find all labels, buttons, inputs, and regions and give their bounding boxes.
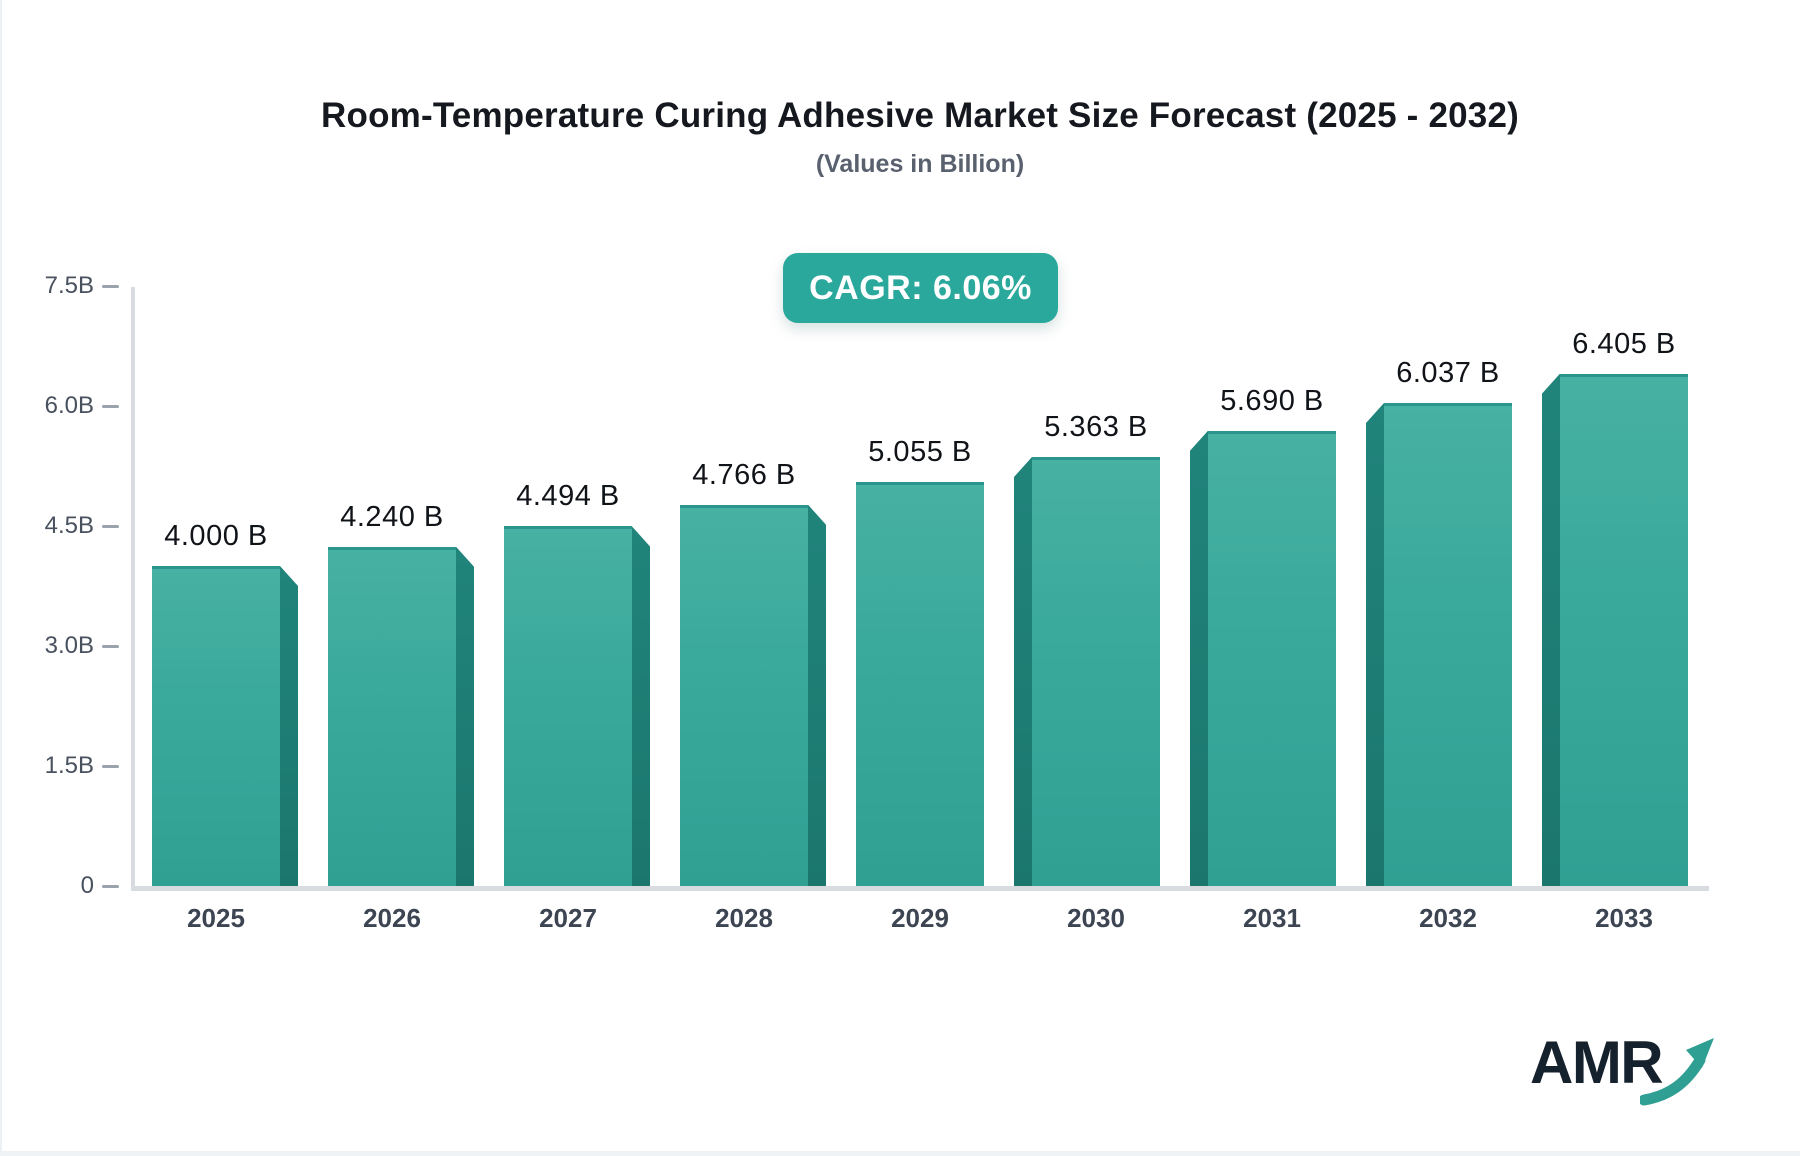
x-axis-label: 2030 bbox=[1067, 903, 1125, 933]
bar-value-label: 4.000 B bbox=[164, 520, 268, 552]
bar-side-2028 bbox=[808, 504, 826, 886]
x-axis-label: 2033 bbox=[1595, 903, 1653, 933]
y-tick-mark bbox=[102, 285, 119, 288]
bar-face-2028 bbox=[680, 504, 808, 886]
bar-face-2025 bbox=[152, 566, 280, 886]
bar-side-2027 bbox=[632, 526, 650, 886]
bar-side-2025 bbox=[280, 566, 298, 886]
x-axis-label: 2027 bbox=[539, 903, 597, 933]
y-tick-mark bbox=[102, 645, 119, 648]
bar-side-2032 bbox=[1366, 403, 1384, 886]
y-tick-label: 4.5B bbox=[44, 512, 94, 539]
x-axis-label: 2028 bbox=[715, 903, 773, 933]
bar-value-label: 5.690 B bbox=[1220, 384, 1324, 417]
cagr-badge: CAGR: 6.06% bbox=[783, 253, 1058, 323]
x-axis-line bbox=[131, 886, 1709, 891]
chart-title: Room-Temperature Curing Adhesive Market … bbox=[321, 96, 1519, 135]
bar-value-label: 6.037 B bbox=[1396, 357, 1500, 390]
x-axis-label: 2031 bbox=[1243, 903, 1301, 933]
amr-logo: AMR bbox=[1530, 1028, 1720, 1114]
bar-face-2031 bbox=[1208, 430, 1336, 886]
logo-text: AMR bbox=[1530, 1029, 1664, 1096]
y-axis-line bbox=[131, 287, 135, 888]
y-tick-mark bbox=[102, 885, 119, 888]
y-tick-mark bbox=[102, 525, 119, 528]
y-tick-label: 3.0B bbox=[44, 632, 94, 659]
y-tick-mark bbox=[102, 405, 119, 408]
x-axis-label: 2025 bbox=[187, 903, 245, 933]
chart-subtitle: (Values in Billion) bbox=[815, 150, 1025, 178]
bar-value-label: 6.405 B bbox=[1572, 327, 1676, 360]
y-tick-label: 1.5B bbox=[44, 752, 94, 779]
bar-value-label: 4.766 B bbox=[692, 458, 796, 491]
y-tick-label: 6.0B bbox=[44, 392, 94, 419]
y-tick-label: 7.5B bbox=[44, 272, 94, 299]
cagr-badge-label: CAGR: 6.06% bbox=[809, 268, 1032, 307]
bar-side-2033 bbox=[1542, 373, 1560, 886]
bar-side-2026 bbox=[456, 546, 474, 886]
bar-value-label: 4.240 B bbox=[340, 500, 444, 533]
bar-value-label: 5.363 B bbox=[1044, 410, 1148, 443]
bar-face-2032 bbox=[1384, 403, 1512, 886]
y-tick-mark bbox=[102, 765, 119, 768]
bar-face-2030 bbox=[1032, 456, 1160, 886]
bar-side-2030 bbox=[1014, 456, 1032, 886]
bar-face-2027 bbox=[504, 526, 632, 886]
bar-side-2031 bbox=[1190, 430, 1208, 886]
bar-face-2033 bbox=[1560, 373, 1688, 886]
bar-face-2029 bbox=[856, 481, 984, 886]
x-axis-label: 2026 bbox=[363, 903, 421, 933]
x-axis-label: 2032 bbox=[1419, 903, 1477, 933]
y-tick-label: 0 bbox=[80, 872, 94, 899]
x-axis-label: 2029 bbox=[891, 903, 949, 933]
bar-value-label: 4.494 B bbox=[516, 480, 620, 513]
bar-value-label: 5.055 B bbox=[868, 435, 972, 468]
logo-arrow-icon bbox=[1640, 1038, 1714, 1106]
bar-face-2026 bbox=[328, 546, 456, 886]
